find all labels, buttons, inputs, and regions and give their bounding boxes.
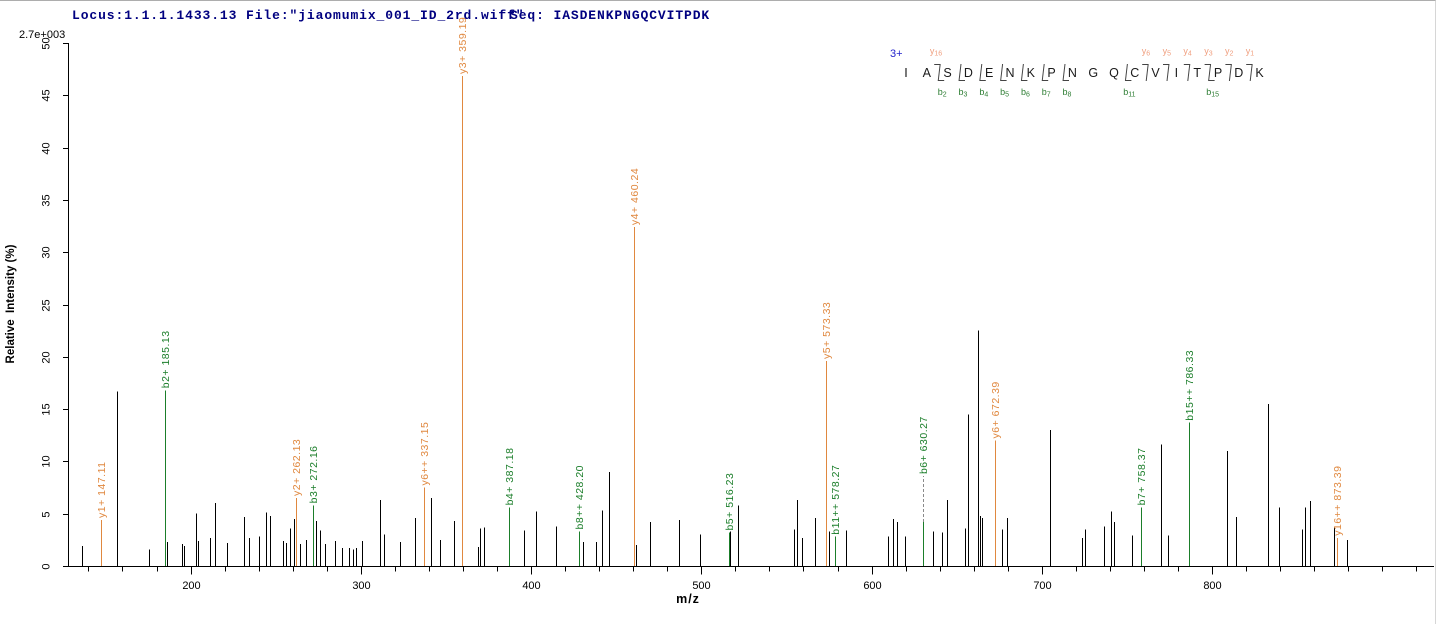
y-ion-label: y5: [1163, 46, 1172, 58]
x-tick-label: 700: [1033, 580, 1051, 592]
sequence-residue: I: [904, 66, 907, 80]
y-tick-label: 20: [41, 351, 53, 363]
y-ion-label: y3: [1204, 46, 1213, 58]
y-tick-label: 40: [41, 142, 53, 154]
header-sequence: Seq: IASDENKPNGQCVITPDK: [510, 8, 711, 23]
cleavage-marker: [958, 63, 962, 82]
b-ion-label: b4: [979, 87, 988, 99]
sequence-residue: Q: [1109, 66, 1119, 80]
peak-label: y6++ 337.15: [419, 422, 431, 486]
peak-label: b15++ 786.33: [1184, 350, 1196, 421]
y-ion-label: y1: [1246, 46, 1255, 58]
b-ion-label: b3: [959, 87, 968, 99]
sequence-residue: C: [1130, 66, 1139, 80]
y-tick-label: 5: [41, 511, 53, 517]
sequence-residue: S: [943, 66, 951, 80]
cleavage-marker: [1249, 63, 1253, 82]
peak-label: y3+ 359.19: [457, 17, 469, 74]
y-tick-label: 0: [41, 563, 53, 569]
y-tick-label: 35: [41, 194, 53, 206]
b-ion-label: b15: [1206, 87, 1219, 99]
peak-label: b4+ 387.18: [504, 448, 516, 506]
b-ion-label: b5: [1000, 87, 1009, 99]
sequence-residue: D: [1234, 66, 1243, 80]
peak-label: b7+ 758.37: [1136, 448, 1148, 506]
y-tick-label: 50: [41, 37, 53, 49]
x-axis-title: m/z: [676, 592, 700, 606]
y-axis-title: Relative Intensity (%): [5, 244, 17, 363]
cleavage-marker: [1208, 63, 1212, 82]
sequence-residue: N: [1005, 66, 1014, 80]
cleavage-marker: [1020, 63, 1024, 82]
sequence-residue: V: [1151, 66, 1160, 80]
sequence-residue: N: [1068, 66, 1077, 80]
sequence-residue: P: [1047, 66, 1055, 80]
x-tick-label: 300: [352, 580, 370, 592]
y-tick-label: 10: [41, 455, 53, 467]
cleavage-marker: [937, 63, 941, 82]
header-locus-file: Locus:1.1.1.1433.13 File:"jiaomumix_001_…: [72, 8, 525, 23]
y-tick-label: 30: [41, 246, 53, 258]
x-tick-label: 600: [863, 580, 881, 592]
peak-label: b11++ 578.27: [830, 465, 842, 535]
y-tick-label: 15: [41, 403, 53, 415]
x-tick-label: 800: [1203, 580, 1221, 592]
b-ion-label: b11: [1123, 87, 1135, 99]
peak-label: y6+ 672.39: [990, 381, 1002, 438]
peak-label: y1+ 147.11: [96, 461, 108, 517]
peak-label: b2+ 185.13: [160, 330, 172, 388]
cleavage-marker: [1124, 63, 1128, 82]
b-ion-label: b8: [1063, 87, 1072, 99]
cleavage-marker: [1166, 63, 1170, 82]
peak-label: y5+ 573.33: [821, 302, 833, 359]
y-tick-label: 45: [41, 89, 53, 101]
x-tick-label: 200: [182, 580, 200, 592]
cleavage-marker: [979, 63, 983, 82]
base-peak-intensity: 2.7e+003: [19, 29, 65, 41]
x-tick-label: 400: [522, 580, 540, 592]
peak-label: b3+ 272.16: [308, 445, 320, 503]
cleavage-marker: [1228, 63, 1232, 82]
y-ion-label: y16: [930, 46, 942, 58]
sequence-residue: T: [1193, 66, 1201, 80]
cleavage-marker: [1041, 63, 1045, 82]
b-ion-label: b6: [1021, 87, 1030, 99]
sequence-residue: K: [1255, 66, 1264, 80]
sequence-residue: E: [985, 66, 993, 80]
peak-label: y4+ 460.24: [629, 168, 641, 225]
cleavage-marker: [1187, 63, 1191, 82]
sequence-residue: G: [1088, 66, 1098, 80]
peak-label: b5+ 516.23: [724, 473, 736, 531]
peak-label: b6+ 630.27: [918, 416, 930, 474]
precursor-charge: 3+: [890, 48, 903, 60]
peak-label: y16++ 873.39: [1332, 466, 1344, 536]
peak-label: b8++ 428.20: [574, 465, 586, 529]
x-tick-label: 500: [692, 580, 710, 592]
sequence-residue: I: [1175, 66, 1178, 80]
cleavage-marker: [1000, 63, 1004, 82]
y-ion-label: y6: [1142, 46, 1151, 58]
sequence-residue: D: [964, 66, 973, 80]
cleavage-marker: [1062, 63, 1066, 82]
sequence-residue: A: [923, 66, 932, 80]
sequence-residue: K: [1027, 66, 1036, 80]
peak-label: y2+ 262.13: [291, 439, 303, 496]
b-ion-label: b7: [1042, 87, 1051, 99]
sequence-residue: P: [1214, 66, 1222, 80]
y-ion-label: y4: [1183, 46, 1192, 58]
b-ion-label: b2: [938, 87, 947, 99]
y-ion-label: y2: [1225, 46, 1234, 58]
y-tick-label: 25: [41, 299, 53, 311]
cleavage-marker: [1145, 63, 1149, 82]
